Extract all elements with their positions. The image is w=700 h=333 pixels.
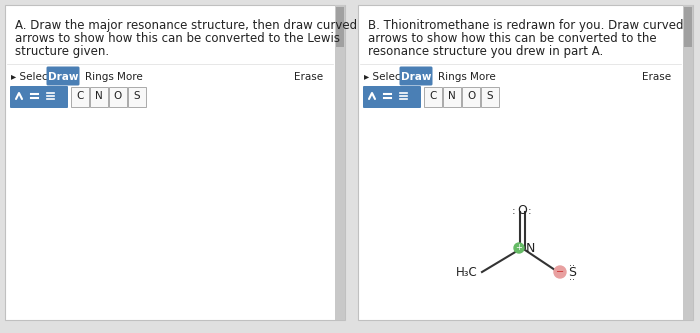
Text: S: S	[134, 91, 140, 101]
Text: Draw: Draw	[400, 72, 431, 82]
Bar	[481, 87, 499, 107]
Text: ▸ Select: ▸ Select	[11, 72, 52, 82]
Text: Erase: Erase	[294, 72, 323, 82]
Text: :: :	[512, 206, 516, 216]
Bar	[358, 5, 693, 320]
Bar	[336, 7, 344, 47]
Text: Rings: Rings	[438, 72, 467, 82]
Text: S: S	[486, 91, 493, 101]
Bar	[683, 5, 693, 320]
Bar	[5, 5, 345, 320]
Text: S: S	[568, 265, 576, 278]
Bar	[90, 87, 108, 107]
Text: More: More	[470, 72, 496, 82]
FancyBboxPatch shape	[46, 67, 80, 86]
Text: −: −	[556, 267, 564, 277]
Text: C: C	[429, 91, 437, 101]
Text: Erase: Erase	[642, 72, 671, 82]
Text: O: O	[114, 91, 122, 101]
Bar	[462, 87, 480, 107]
Text: ··: ··	[569, 275, 575, 285]
Text: :: :	[528, 206, 532, 216]
Text: arrows to show how this can be converted to the Lewis: arrows to show how this can be converted…	[15, 32, 340, 45]
Bar	[424, 87, 442, 107]
Text: ▸ Select: ▸ Select	[364, 72, 405, 82]
Bar	[335, 5, 345, 320]
Text: Rings: Rings	[85, 72, 114, 82]
FancyBboxPatch shape	[363, 86, 421, 108]
Circle shape	[514, 243, 524, 253]
Text: N: N	[95, 91, 103, 101]
Text: ··: ··	[569, 261, 575, 271]
Bar	[684, 7, 692, 47]
Text: B. Thionitromethane is redrawn for you. Draw curved: B. Thionitromethane is redrawn for you. …	[368, 19, 683, 32]
Bar	[443, 87, 461, 107]
Bar	[109, 87, 127, 107]
Text: N: N	[526, 241, 536, 254]
Text: O: O	[467, 91, 475, 101]
Text: C: C	[76, 91, 84, 101]
Bar	[128, 87, 146, 107]
Text: N: N	[448, 91, 456, 101]
Text: A. Draw the major resonance structure, then draw curved: A. Draw the major resonance structure, t…	[15, 19, 357, 32]
Text: O: O	[517, 204, 527, 217]
Text: +: +	[516, 243, 522, 252]
FancyBboxPatch shape	[10, 86, 68, 108]
Text: H₃C: H₃C	[456, 266, 478, 279]
Text: Draw: Draw	[48, 72, 78, 82]
Text: structure given.: structure given.	[15, 45, 109, 58]
Circle shape	[554, 266, 566, 278]
FancyBboxPatch shape	[400, 67, 433, 86]
Text: More: More	[117, 72, 143, 82]
Text: resonance structure you drew in part A.: resonance structure you drew in part A.	[368, 45, 603, 58]
Text: arrows to show how this can be converted to the: arrows to show how this can be converted…	[368, 32, 657, 45]
Bar	[71, 87, 89, 107]
